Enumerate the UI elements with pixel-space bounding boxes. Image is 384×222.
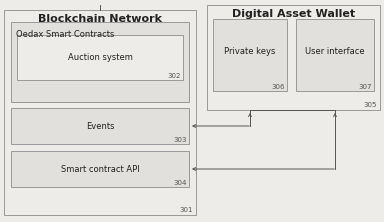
Text: 303: 303 — [174, 137, 187, 143]
Text: Digital Asset Wallet: Digital Asset Wallet — [232, 9, 355, 19]
Bar — [11, 22, 189, 102]
Text: 302: 302 — [168, 73, 181, 79]
Text: 307: 307 — [359, 84, 372, 90]
Text: 304: 304 — [174, 180, 187, 186]
Text: Blockchain Network: Blockchain Network — [38, 14, 162, 24]
Text: 305: 305 — [364, 102, 377, 108]
Bar — [213, 19, 287, 91]
Bar — [4, 10, 196, 215]
Bar — [11, 151, 189, 187]
Text: Events: Events — [86, 121, 114, 131]
Bar — [17, 35, 183, 80]
Text: User interface: User interface — [305, 46, 365, 56]
Bar — [207, 5, 380, 110]
Text: Oedax Smart Contracts: Oedax Smart Contracts — [16, 30, 114, 39]
Bar — [11, 108, 189, 144]
Text: Auction system: Auction system — [68, 53, 132, 62]
Text: Private keys: Private keys — [224, 46, 276, 56]
Bar — [296, 19, 374, 91]
Text: Smart contract API: Smart contract API — [61, 165, 139, 174]
Text: 306: 306 — [271, 84, 285, 90]
Text: 301: 301 — [179, 207, 193, 213]
